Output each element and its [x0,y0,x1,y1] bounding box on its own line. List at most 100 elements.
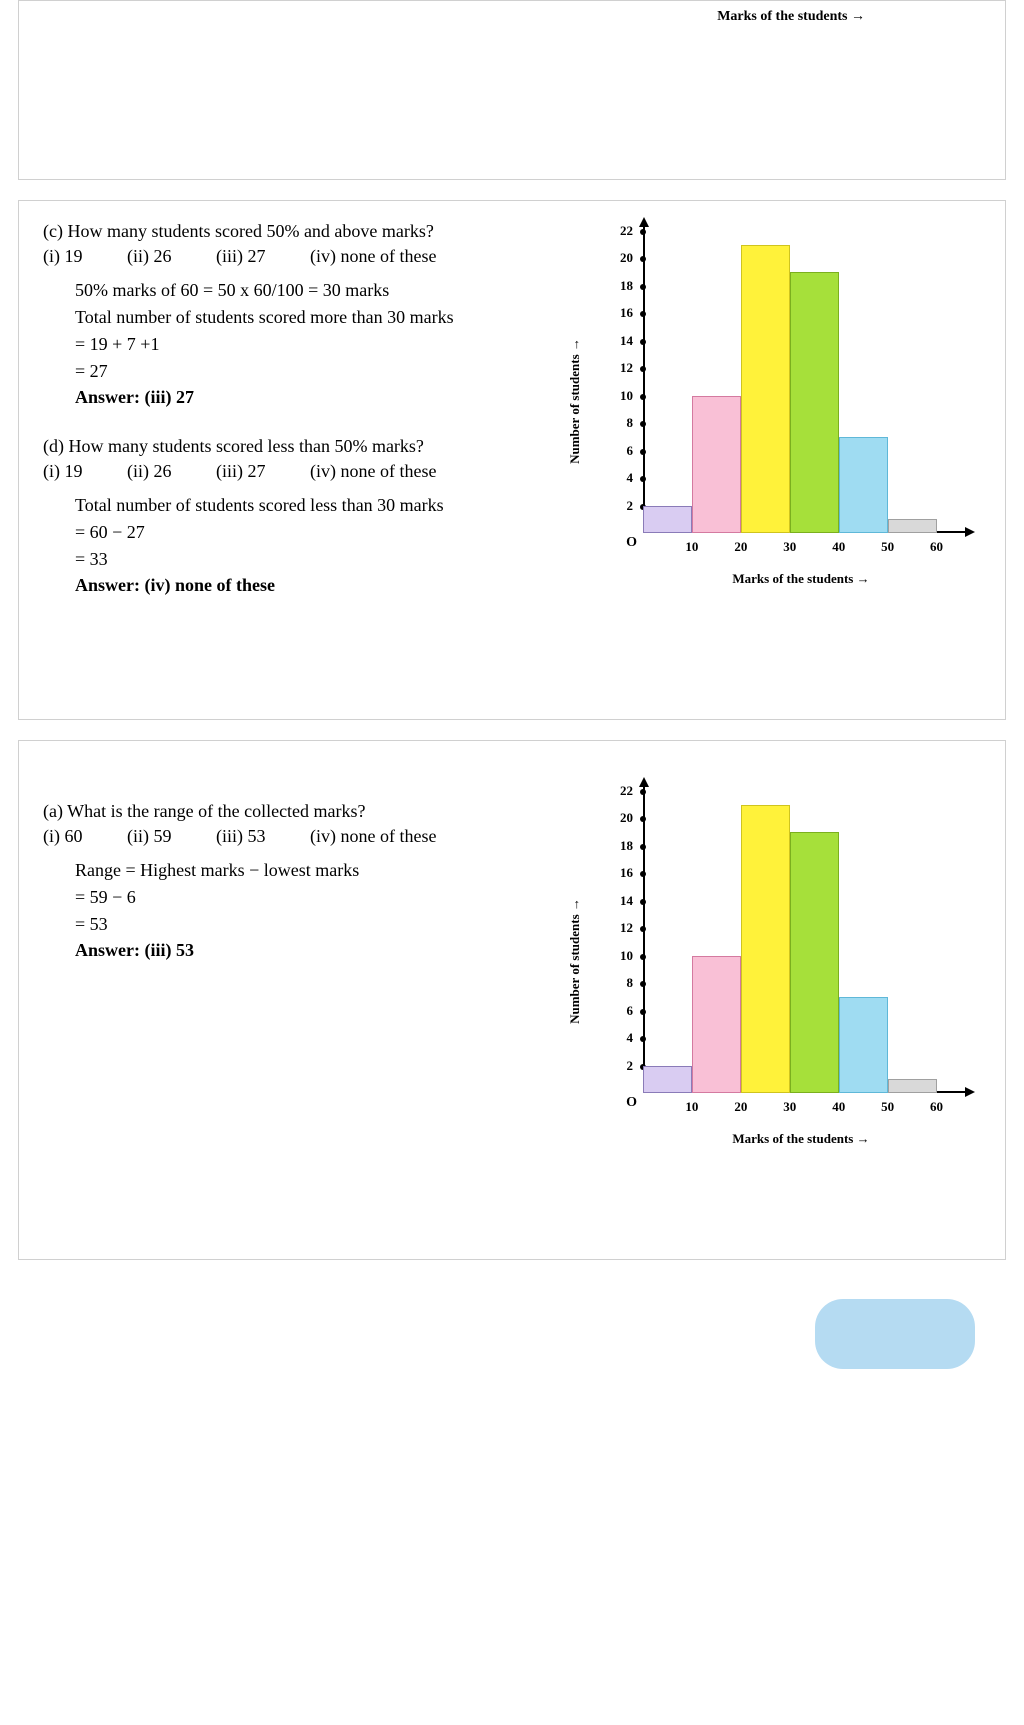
y-tick-label: 22 [620,783,633,799]
y-tick-dot [640,366,646,372]
y-tick-dot [640,1009,646,1015]
question-d-prompt: (d) How many students scored less than 5… [43,436,583,457]
chart-bar [643,506,692,533]
x-tick-label: 20 [734,1099,747,1115]
y-tick-label: 18 [620,838,633,854]
y-tick-label: 6 [627,443,634,459]
y-tick-label: 8 [627,975,634,991]
chart-bar [888,1079,937,1093]
y-tick-label: 2 [627,1058,634,1074]
y-tick-dot [640,284,646,290]
chart-1-wrap: Number of students → Marks of the studen… [581,221,981,581]
question-a-prompt: (a) What is the range of the collected m… [43,801,583,822]
option-a-iii: (iii) 53 [216,826,266,847]
chart-bar [839,437,888,533]
y-tick-dot [640,476,646,482]
x-tick-label: 50 [881,539,894,555]
chart-bar [790,272,839,533]
y-tick-dot [640,954,646,960]
y-tick-label: 20 [620,250,633,266]
y-tick-label: 14 [620,333,633,349]
chart-1-y-label: Number of students → [567,338,583,464]
y-tick-label: 20 [620,810,633,826]
option-d-iv: (iv) none of these [310,461,436,482]
chart-bar [790,832,839,1093]
option-a-i: (i) 60 [43,826,83,847]
y-tick-dot [640,449,646,455]
arrow-right-icon [965,1087,975,1097]
chat-bubble-icon[interactable] [815,1299,975,1369]
question-d: (d) How many students scored less than 5… [43,436,583,596]
x-tick-label: 60 [930,1099,943,1115]
question-a-options: (i) 60 (ii) 59 (iii) 53 (iv) none of the… [43,826,583,847]
x-tick-label: 40 [832,539,845,555]
x-tick-label: 50 [881,1099,894,1115]
top-x-axis-label: Marks of the students → [717,9,865,25]
x-tick-label: 30 [783,1099,796,1115]
y-tick-dot [640,981,646,987]
y-tick-label: 10 [620,948,633,964]
chart-bar [839,997,888,1093]
origin-label: O [626,1095,637,1111]
option-d-iii: (iii) 27 [216,461,266,482]
chart-bar [643,1066,692,1093]
y-tick-label: 4 [627,470,634,486]
chart-bar [692,956,741,1093]
y-tick-label: 14 [620,893,633,909]
option-a-ii: (ii) 59 [127,826,172,847]
question-d-options: (i) 19 (ii) 26 (iii) 27 (iv) none of the… [43,461,583,482]
option-c-i: (i) 19 [43,246,83,267]
work-d-l2: = 60 − 27 [75,519,583,546]
work-a-l3: = 53 [75,911,583,938]
chart-bar [741,805,790,1093]
chart-1-x-label: Marks of the students → [732,571,869,587]
chart-2-plot: O 246810121416182022102030405060 [643,791,961,1093]
y-tick-dot [640,899,646,905]
y-tick-dot [640,256,646,262]
work-d-l1: Total number of students scored less tha… [75,492,583,519]
chart-bar [888,519,937,533]
arrow-up-icon [639,777,649,787]
y-tick-dot [640,816,646,822]
x-tick-label: 20 [734,539,747,555]
work-c-l2: Total number of students scored more tha… [75,304,583,331]
y-tick-dot [640,789,646,795]
y-tick-label: 12 [620,920,633,936]
y-tick-label: 22 [620,223,633,239]
y-tick-dot [640,394,646,400]
answer-d: Answer: (iv) none of these [75,575,583,596]
y-tick-dot [640,311,646,317]
arrow-right-icon [965,527,975,537]
y-tick-dot [640,1036,646,1042]
chart-bar [692,396,741,533]
y-tick-label: 2 [627,498,634,514]
y-tick-dot [640,871,646,877]
question-c: (c) How many students scored 50% and abo… [43,221,583,408]
work-d-l3: = 33 [75,546,583,573]
y-tick-label: 16 [620,865,633,881]
x-tick-label: 30 [783,539,796,555]
y-tick-label: 8 [627,415,634,431]
option-c-ii: (ii) 26 [127,246,172,267]
section-a: (a) What is the range of the collected m… [18,740,1006,1260]
arrow-up-icon [639,217,649,227]
answer-c: Answer: (iii) 27 [75,387,583,408]
work-c-l4: = 27 [75,358,583,385]
option-c-iv: (iv) none of these [310,246,436,267]
y-tick-dot [640,229,646,235]
x-tick-label: 60 [930,539,943,555]
option-a-iv: (iv) none of these [310,826,436,847]
y-tick-label: 10 [620,388,633,404]
work-a-l1: Range = Highest marks − lowest marks [75,857,583,884]
y-tick-label: 16 [620,305,633,321]
option-c-iii: (iii) 27 [216,246,266,267]
work-c-l1: 50% marks of 60 = 50 x 60/100 = 30 marks [75,277,583,304]
section-cd: (c) How many students scored 50% and abo… [18,200,1006,720]
work-a-l2: = 59 − 6 [75,884,583,911]
origin-label: O [626,535,637,551]
x-tick-label: 10 [685,1099,698,1115]
y-tick-dot [640,926,646,932]
y-tick-label: 4 [627,1030,634,1046]
chart-2-wrap: Number of students → Marks of the studen… [581,781,981,1141]
option-d-ii: (ii) 26 [127,461,172,482]
